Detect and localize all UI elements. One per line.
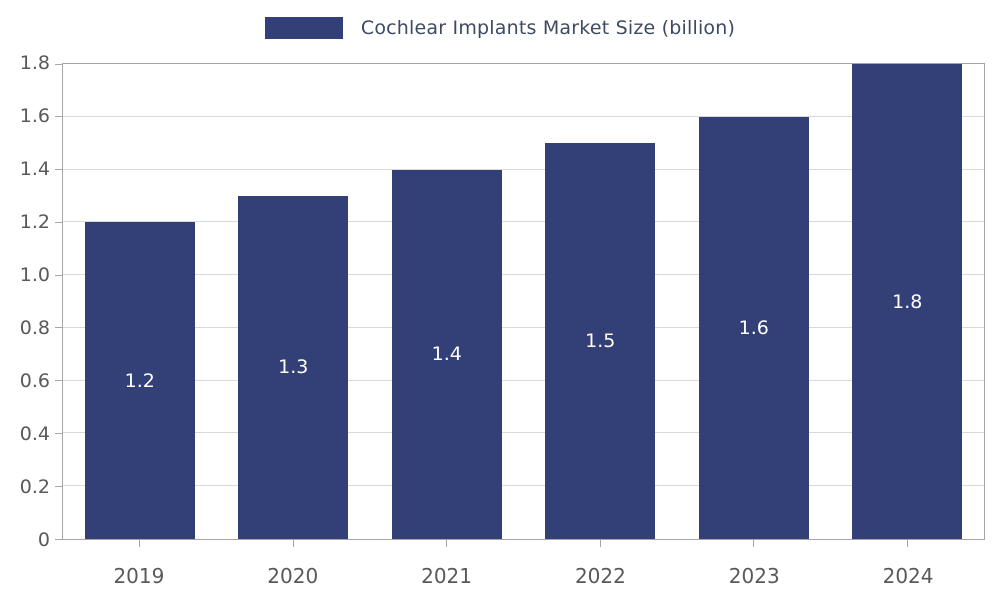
x-tick-mark [599, 540, 601, 547]
x-tick-label: 2019 [113, 564, 165, 588]
x-tick-mark [906, 540, 908, 547]
y-tick-mark [55, 221, 62, 223]
bar-slot-2024: 1.8 [831, 64, 985, 539]
y-tick-mark [55, 63, 62, 65]
bar-value-label: 1.6 [738, 316, 769, 339]
y-tick-mark [55, 485, 62, 487]
gridline [63, 168, 984, 170]
gridline [63, 379, 984, 381]
y-tick-mark [55, 274, 62, 276]
bar-2022: 1.5 [545, 143, 656, 539]
y-tick-label: 0.4 [19, 423, 50, 446]
bar-value-label: 1.3 [278, 356, 309, 379]
y-tick-mark [55, 116, 62, 118]
y-tick-label: 1.8 [19, 52, 50, 74]
bar-slot-2023: 1.6 [677, 64, 831, 539]
bar-2023: 1.6 [698, 116, 809, 539]
y-tick-label: 0.2 [19, 476, 50, 499]
y-tick-mark [55, 169, 62, 171]
legend-swatch [264, 17, 343, 39]
gridline [63, 432, 984, 434]
bar-slot-2020: 1.3 [217, 64, 371, 539]
x-tick-label: 2024 [882, 564, 934, 588]
x-tick-mark [139, 540, 141, 547]
gridline [63, 485, 984, 487]
y-axis-labels: 0 0.2 0.4 0.6 0.8 1.0 1.2 1.4 1.6 1.8 [0, 52, 50, 551]
y-tick-label: 0.8 [19, 317, 50, 340]
bar-value-label: 1.8 [892, 290, 923, 313]
x-tick-label: 2022 [574, 564, 626, 588]
chart-title: Cochlear Implants Market Size (billion) [360, 17, 736, 39]
gridline [63, 326, 984, 328]
y-tick-label: 0.6 [19, 370, 50, 393]
gridline [63, 274, 984, 276]
gridline [63, 221, 984, 223]
chart-legend: Cochlear Implants Market Size (billion) [0, 17, 1000, 39]
bar-2024: 1.8 [852, 64, 963, 539]
x-tick-mark [753, 540, 755, 547]
y-tick-label: 1.6 [19, 105, 50, 128]
bar-2021: 1.4 [391, 169, 502, 539]
bar-value-label: 1.5 [585, 330, 616, 353]
plot-area: 1.2 1.3 1.4 1.5 1.6 1.8 [55, 63, 985, 547]
y-tick-label: 1.2 [19, 211, 50, 234]
bar-value-label: 1.2 [124, 369, 155, 392]
x-tick-label: 2021 [421, 564, 473, 588]
x-tick-label: 2023 [728, 564, 780, 588]
y-tick-mark [55, 432, 62, 434]
y-tick-mark [55, 538, 62, 540]
y-tick-mark [55, 327, 62, 329]
x-axis-labels: 2019 2020 2021 2022 2023 2024 [62, 564, 985, 588]
x-tick-mark [446, 540, 448, 547]
bars: 1.2 1.3 1.4 1.5 1.6 1.8 [63, 64, 984, 539]
x-tick-mark [292, 540, 294, 547]
y-tick-label: 1.4 [19, 158, 50, 180]
bar-value-label: 1.4 [431, 343, 462, 366]
bar-slot-2021: 1.4 [370, 64, 524, 539]
y-tick-mark [55, 380, 62, 382]
bar-slot-2022: 1.5 [524, 64, 678, 539]
bar-2020: 1.3 [238, 195, 349, 539]
bar-2019: 1.2 [84, 222, 195, 539]
y-tick-label: 1.0 [19, 264, 50, 286]
bar-slot-2019: 1.2 [63, 64, 217, 539]
x-tick-label: 2020 [267, 564, 319, 588]
gridline [63, 115, 984, 117]
y-tick-label: 0 [37, 529, 50, 551]
